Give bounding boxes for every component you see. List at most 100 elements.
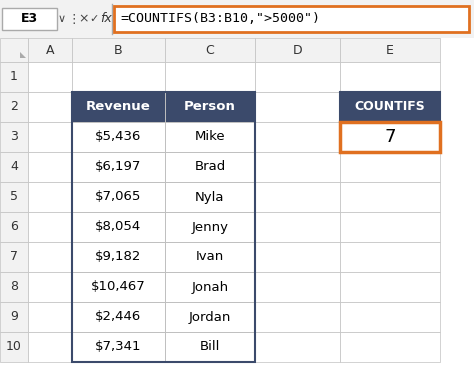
Text: 9: 9	[10, 310, 18, 324]
Bar	[165, 272, 255, 302]
Bar	[0, 242, 28, 272]
Bar	[0, 332, 28, 362]
Text: $10,467: $10,467	[91, 280, 146, 293]
Text: Revenue: Revenue	[86, 101, 151, 113]
Bar	[0, 182, 28, 212]
Bar	[28, 92, 72, 122]
Bar	[165, 302, 255, 332]
Bar	[72, 62, 165, 92]
Bar	[0, 122, 28, 152]
Bar	[165, 332, 255, 362]
Text: fx: fx	[100, 12, 112, 25]
Text: Brad: Brad	[194, 161, 226, 174]
Bar	[0, 92, 28, 122]
Bar	[28, 212, 72, 242]
Bar	[2, 8, 57, 30]
Text: Jordan: Jordan	[189, 310, 231, 324]
Bar	[340, 212, 440, 242]
Bar	[28, 38, 72, 62]
Bar	[28, 122, 72, 152]
Bar	[28, 332, 72, 362]
Text: Nyla: Nyla	[195, 191, 225, 203]
Bar	[255, 302, 340, 332]
Bar	[165, 92, 255, 122]
Bar	[72, 242, 165, 272]
Bar	[72, 212, 165, 242]
Text: ⋮: ⋮	[68, 12, 80, 25]
Bar	[72, 302, 165, 332]
Bar	[255, 182, 340, 212]
Text: Jonah: Jonah	[191, 280, 228, 293]
Text: COUNTIFS: COUNTIFS	[355, 101, 425, 113]
Bar	[255, 242, 340, 272]
Bar	[0, 272, 28, 302]
Bar	[340, 92, 440, 122]
Text: C: C	[206, 43, 214, 56]
Bar	[340, 92, 440, 122]
Bar	[28, 152, 72, 182]
Text: $8,054: $8,054	[95, 220, 142, 234]
Bar	[28, 242, 72, 272]
Bar	[72, 152, 165, 182]
Text: $9,182: $9,182	[95, 251, 142, 263]
Bar	[165, 242, 255, 272]
Text: 6: 6	[10, 220, 18, 234]
Text: $2,446: $2,446	[95, 310, 142, 324]
Bar	[72, 92, 165, 122]
Text: 3: 3	[10, 130, 18, 144]
Bar	[340, 62, 440, 92]
Bar	[72, 92, 255, 362]
Bar	[340, 182, 440, 212]
Bar	[340, 152, 440, 182]
Bar	[340, 38, 440, 62]
Bar	[340, 272, 440, 302]
Bar	[255, 272, 340, 302]
Text: $7,341: $7,341	[95, 341, 142, 353]
Text: $5,436: $5,436	[95, 130, 142, 144]
Text: 1: 1	[10, 71, 18, 84]
Bar	[255, 122, 340, 152]
Bar	[255, 92, 340, 122]
Bar	[72, 38, 165, 62]
Bar	[340, 332, 440, 362]
Text: 8: 8	[10, 280, 18, 293]
Text: E3: E3	[21, 12, 38, 25]
Text: $6,197: $6,197	[95, 161, 142, 174]
Text: Person: Person	[184, 101, 236, 113]
Text: 5: 5	[10, 191, 18, 203]
Bar	[165, 92, 255, 122]
Bar	[255, 62, 340, 92]
Text: Ivan: Ivan	[196, 251, 224, 263]
Bar	[0, 302, 28, 332]
Bar	[0, 62, 28, 92]
Bar	[255, 152, 340, 182]
Bar	[255, 212, 340, 242]
Text: A: A	[46, 43, 54, 56]
Text: B: B	[114, 43, 123, 56]
Bar	[28, 302, 72, 332]
Text: Jenny: Jenny	[191, 220, 228, 234]
Bar	[72, 332, 165, 362]
Bar	[255, 332, 340, 362]
Text: $7,065: $7,065	[95, 191, 142, 203]
Text: 10: 10	[6, 341, 22, 353]
Bar	[340, 302, 440, 332]
Bar	[72, 272, 165, 302]
Bar	[165, 152, 255, 182]
Bar	[340, 242, 440, 272]
Bar	[28, 182, 72, 212]
Text: Mike: Mike	[195, 130, 225, 144]
Bar	[165, 212, 255, 242]
Bar	[72, 92, 165, 122]
Text: 2: 2	[10, 101, 18, 113]
Bar	[165, 62, 255, 92]
Bar	[28, 272, 72, 302]
Text: 4: 4	[10, 161, 18, 174]
Polygon shape	[20, 52, 26, 58]
Bar	[340, 122, 440, 152]
Bar	[0, 152, 28, 182]
Text: ×: ×	[79, 12, 89, 25]
Bar	[340, 122, 440, 152]
Text: 7: 7	[384, 128, 396, 146]
Text: Bill: Bill	[200, 341, 220, 353]
